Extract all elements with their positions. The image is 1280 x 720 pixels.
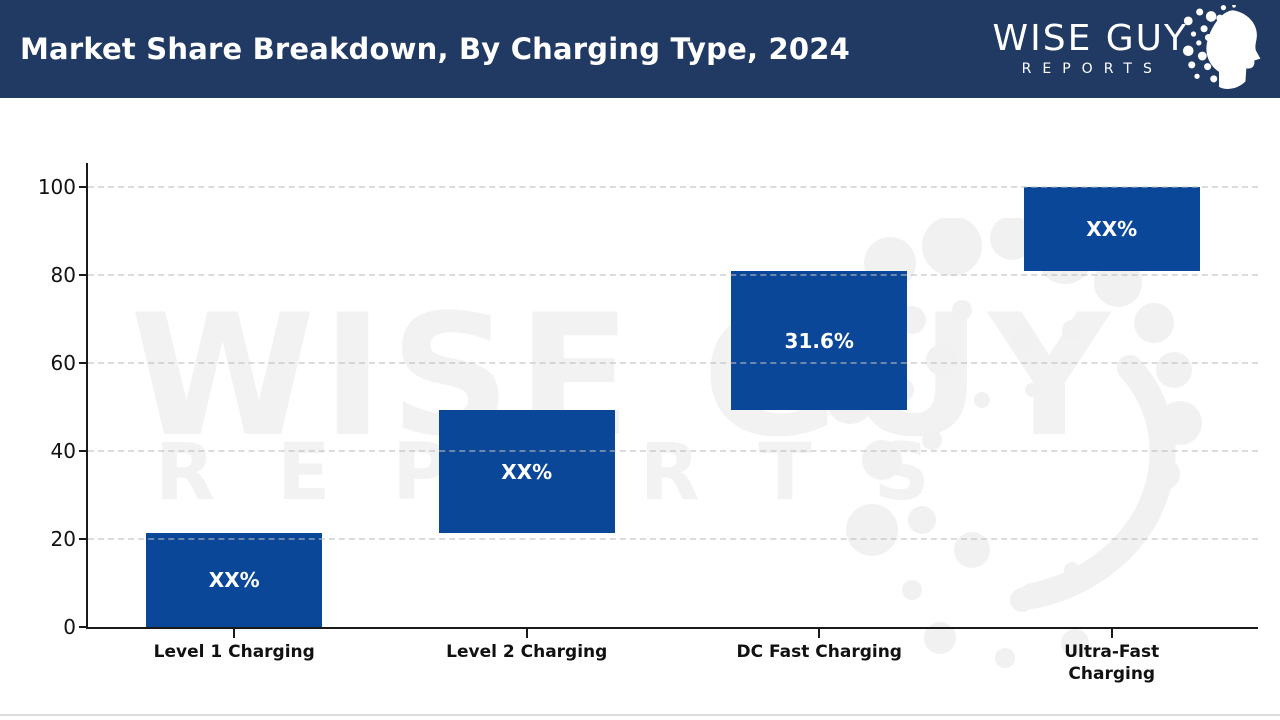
bar-segment-2: XX% [438, 410, 615, 534]
chart-title: Market Share Breakdown, By Charging Type… [20, 32, 850, 66]
y-tick-mark-40 [79, 450, 88, 452]
x-tick-mark-4 [1110, 629, 1113, 638]
gridline-20 [88, 538, 1258, 540]
x-tick-mark-1 [233, 629, 236, 638]
y-tick-mark-80 [79, 274, 88, 276]
y-tick-label-80: 80 [50, 263, 76, 287]
y-tick-mark-0 [79, 626, 88, 628]
y-tick-label-20: 20 [50, 527, 76, 551]
bar-segment-4: XX% [1023, 187, 1200, 272]
x-category-label-1: Level 1 Charging [153, 642, 315, 662]
bar-segment-1: XX% [146, 533, 323, 627]
gridline-40 [88, 450, 1258, 452]
bar-segment-3: 31.6% [731, 271, 908, 411]
y-tick-label-40: 40 [50, 439, 76, 463]
logo-wordmark-line1: WISE GUY [992, 18, 1188, 59]
y-tick-label-100: 100 [37, 175, 76, 199]
x-tick-mark-3 [818, 629, 821, 638]
y-tick-mark-100 [79, 186, 88, 188]
header: Market Share Breakdown, By Charging Type… [0, 0, 1280, 98]
logo-wordmark: WISE GUY REPORTS [992, 18, 1189, 78]
x-category-label-3: DC Fast Charging [736, 642, 902, 662]
logo-wordmark-line2: REPORTS [1021, 61, 1163, 77]
gridline-60 [88, 362, 1258, 364]
x-category-label-4: Ultra-Fast Charging [1064, 642, 1160, 685]
y-tick-mark-60 [79, 362, 88, 364]
y-tick-label-60: 60 [50, 351, 76, 375]
y-axis-spine [86, 163, 88, 629]
bottom-divider [0, 714, 1280, 716]
bar-value-label-2: XX% [501, 459, 553, 484]
bar-value-label-1: XX% [208, 568, 260, 593]
gridline-100 [88, 186, 1258, 188]
brand-logo: WISE GUY REPORTS [993, 5, 1267, 93]
bar-value-label-3: 31.6% [784, 328, 854, 353]
bar-value-label-4: XX% [1086, 217, 1138, 242]
x-category-label-2: Level 2 Charging [446, 642, 608, 662]
watermark-text-1: WISE GUY [130, 278, 1117, 474]
y-tick-label-0: 0 [63, 615, 76, 639]
plot: 0 20 40 60 80 100 XX% XX% 31.6% XX% Level 1 Chargi… [0, 98, 1280, 714]
x-tick-mark-2 [525, 629, 528, 638]
x-axis-spine [86, 627, 1258, 629]
y-tick-mark-20 [79, 538, 88, 540]
logo-head-icon [1182, 5, 1261, 89]
chart-area: WISE GUY REPORTS 020406080100XX%XX%31.6%… [0, 98, 1280, 714]
gridline-80 [88, 274, 1258, 276]
